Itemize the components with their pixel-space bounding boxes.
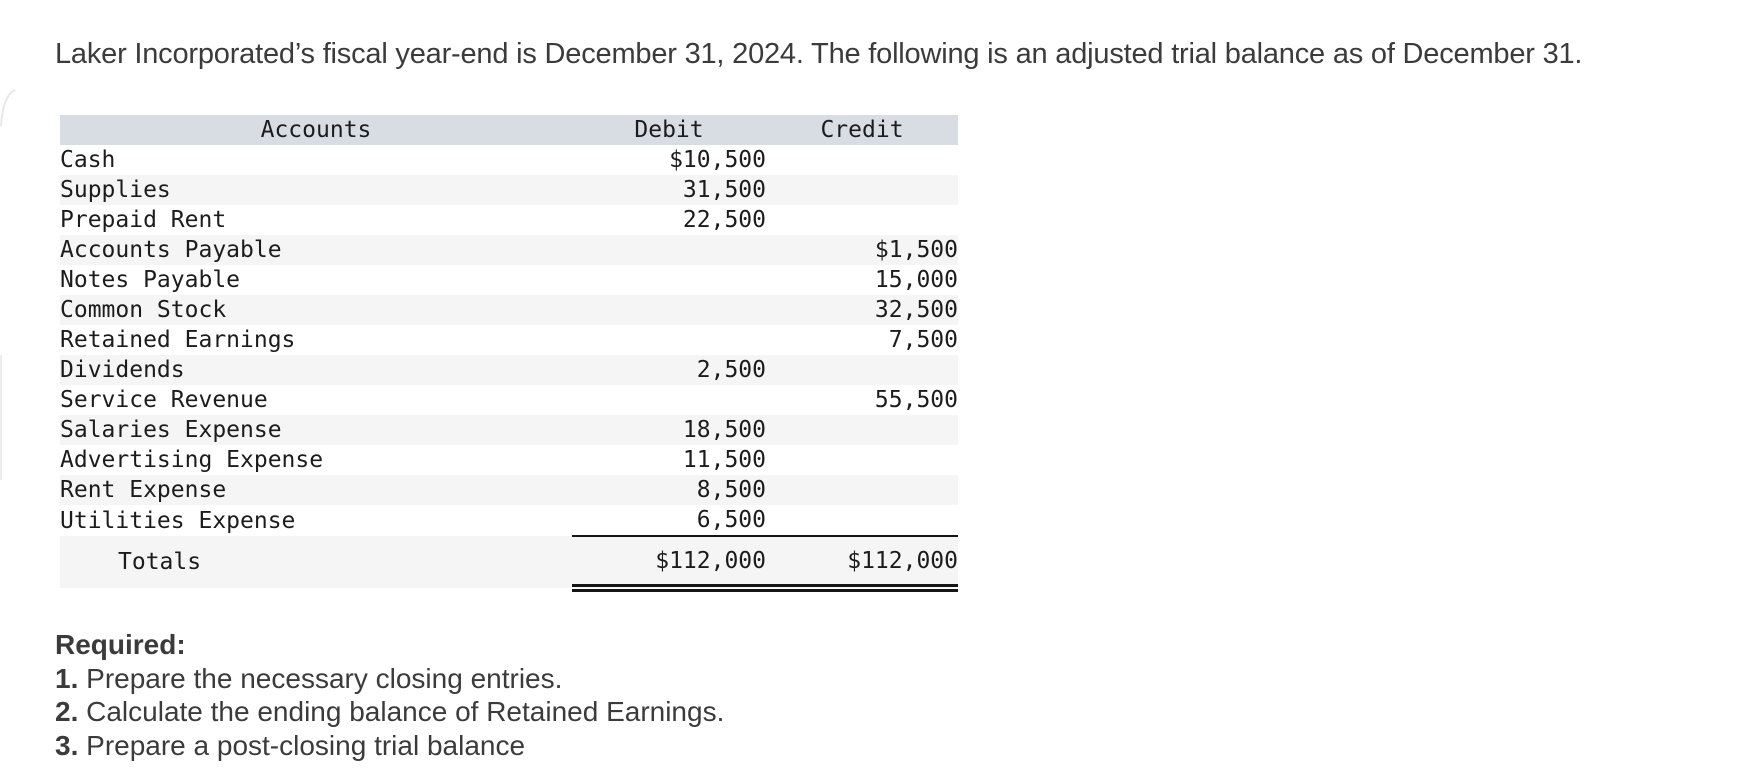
required-heading: Required:	[55, 629, 186, 660]
credit-column-header: Credit	[766, 115, 958, 145]
required-item-text: Prepare the necessary closing entries.	[78, 662, 563, 694]
account-name-cell: Utilities Expense	[60, 507, 296, 534]
table-row: Supplies 31,500	[60, 175, 958, 205]
table-row: Retained Earnings 7,500	[60, 325, 958, 355]
credit-cell	[766, 505, 958, 536]
debit-cell: 11,500	[682, 447, 766, 473]
debit-cell: 6,500	[696, 507, 766, 533]
debit-cell: 2,500	[696, 357, 766, 383]
required-item-text: Prepare a post-closing trial balance	[78, 729, 526, 761]
account-name-cell: Common Stock	[60, 297, 227, 323]
table-row: Accounts Payable $1,500	[60, 235, 958, 265]
account-name-cell: Supplies	[60, 177, 171, 203]
credit-cell	[766, 445, 958, 475]
debit-cell	[572, 325, 766, 355]
page-corner-artifact	[0, 89, 16, 127]
debit-cell: $10,500	[669, 147, 766, 173]
required-section: Required: 1. Prepare the necessary closi…	[55, 628, 1582, 762]
credit-cell	[766, 205, 958, 235]
table-row: Dividends 2,500	[60, 355, 958, 385]
account-name-cell: Service Revenue	[60, 387, 268, 413]
table-row: Common Stock 32,500	[60, 295, 958, 325]
required-item-1: 1. Prepare the necessary closing entries…	[55, 662, 1582, 696]
table-row: Utilities Expense 6,500	[60, 505, 958, 536]
account-name-cell: Salaries Expense	[60, 417, 282, 443]
table-row: Salaries Expense 18,500	[60, 415, 958, 445]
credit-cell	[766, 355, 958, 385]
account-name-cell: Advertising Expense	[60, 447, 324, 473]
credit-cell: 15,000	[874, 267, 958, 293]
credit-cell	[766, 475, 958, 505]
account-name-cell: Rent Expense	[60, 477, 227, 503]
table-row: Service Revenue 55,500	[60, 385, 958, 415]
credit-cell	[766, 145, 958, 175]
debit-cell	[572, 235, 766, 265]
totals-credit-cell: $112,000	[766, 535, 958, 592]
account-name-cell: Accounts Payable	[60, 237, 282, 263]
debit-cell: 18,500	[682, 417, 766, 443]
totals-debit-cell: $112,000	[572, 535, 766, 592]
account-name-cell: Retained Earnings	[60, 327, 296, 353]
debit-column-header: Debit	[572, 115, 766, 145]
trial-balance-footer: Totals $112,000 $112,000	[60, 535, 958, 592]
credit-cell	[766, 175, 958, 205]
debit-cell	[572, 295, 766, 325]
table-row: Advertising Expense 11,500	[60, 445, 958, 475]
totals-row: Totals $112,000 $112,000	[60, 535, 958, 592]
trial-balance-table: Accounts Debit Credit Cash $10,500 Supplie…	[60, 115, 958, 592]
page-edge-artifact	[0, 355, 2, 480]
intro-text: Laker Incorporated’s fiscal year-end is …	[55, 38, 1583, 70]
required-item-number: 1.	[55, 662, 79, 694]
credit-cell	[766, 415, 958, 445]
account-name-cell: Cash	[60, 147, 116, 173]
problem-page: Laker Incorporated’s fiscal year-end is …	[55, 0, 1582, 762]
trial-balance-body: Cash $10,500 Supplies 31,500 Prepaid Rent 22,…	[60, 145, 958, 536]
trial-balance-header: Accounts Debit Credit	[60, 115, 958, 145]
required-item-3: 3. Prepare a post-closing trial balance	[55, 729, 1582, 763]
accounts-column-header: Accounts	[60, 115, 572, 145]
header-row: Accounts Debit Credit	[60, 115, 958, 145]
table-row: Rent Expense 8,500	[60, 475, 958, 505]
table-row: Prepaid Rent 22,500	[60, 205, 958, 235]
table-row: Notes Payable 15,000	[60, 265, 958, 295]
required-item-text: Calculate the ending balance of Retained…	[78, 696, 725, 727]
required-item-number: 2.	[55, 696, 79, 727]
credit-cell: 55,500	[874, 387, 958, 413]
required-item-number: 3.	[55, 729, 79, 761]
account-name-cell: Notes Payable	[60, 267, 241, 293]
debit-cell: 22,500	[682, 207, 766, 233]
debit-cell: 31,500	[682, 177, 766, 203]
totals-label-cell: Totals	[118, 549, 202, 575]
credit-cell: $1,500	[874, 237, 958, 263]
debit-cell	[572, 385, 766, 415]
debit-cell	[572, 265, 766, 295]
account-name-cell: Dividends	[60, 357, 185, 383]
credit-cell: 7,500	[888, 327, 958, 353]
required-item-2: 2. Calculate the ending balance of Retai…	[55, 695, 1582, 729]
credit-cell: 32,500	[874, 297, 958, 323]
account-name-cell: Prepaid Rent	[60, 207, 227, 233]
table-row: Cash $10,500	[60, 145, 958, 175]
debit-cell: 8,500	[696, 477, 766, 503]
